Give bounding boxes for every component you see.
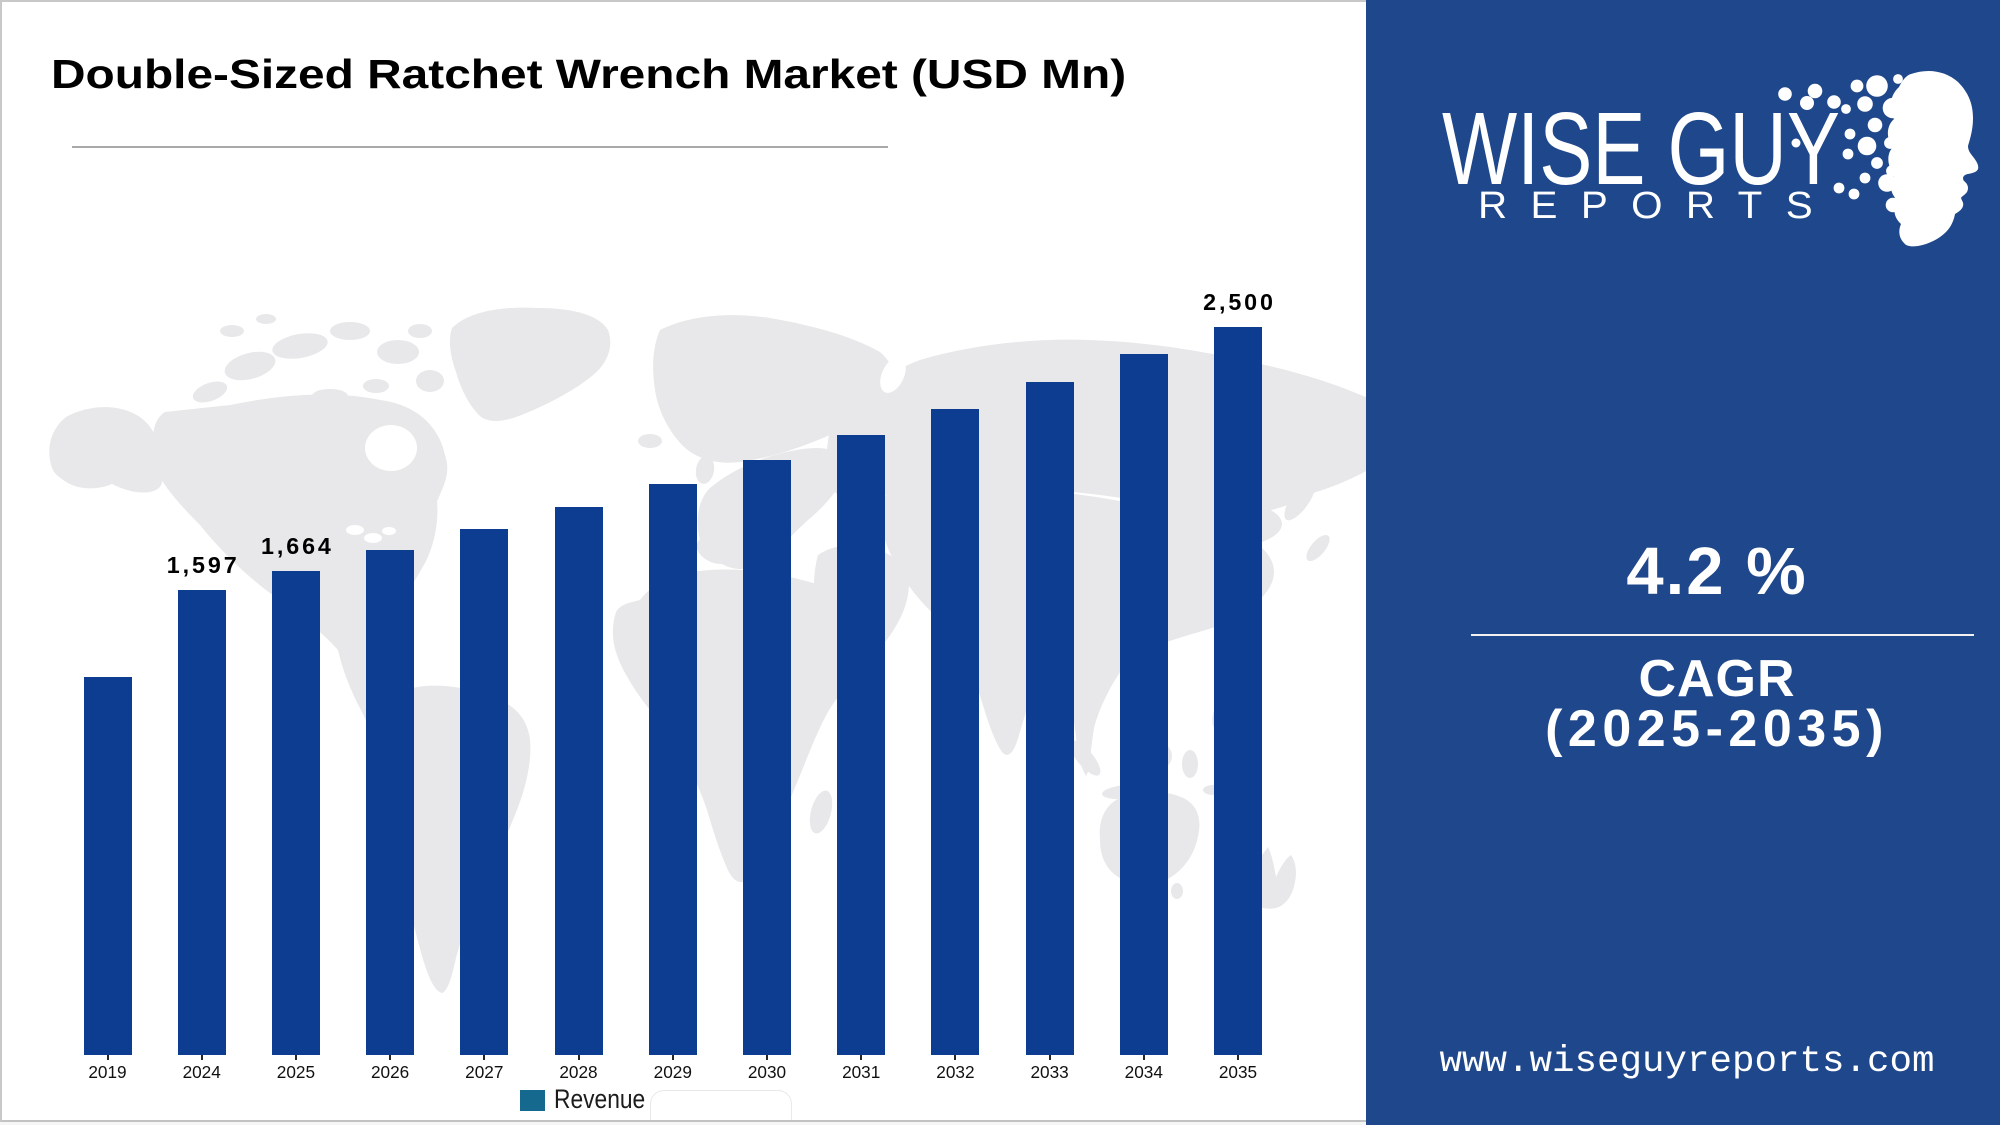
svg-text:WISE GUY: WISE GUY — [1442, 91, 1840, 206]
svg-text:REPORTS: REPORTS — [1478, 185, 1836, 227]
